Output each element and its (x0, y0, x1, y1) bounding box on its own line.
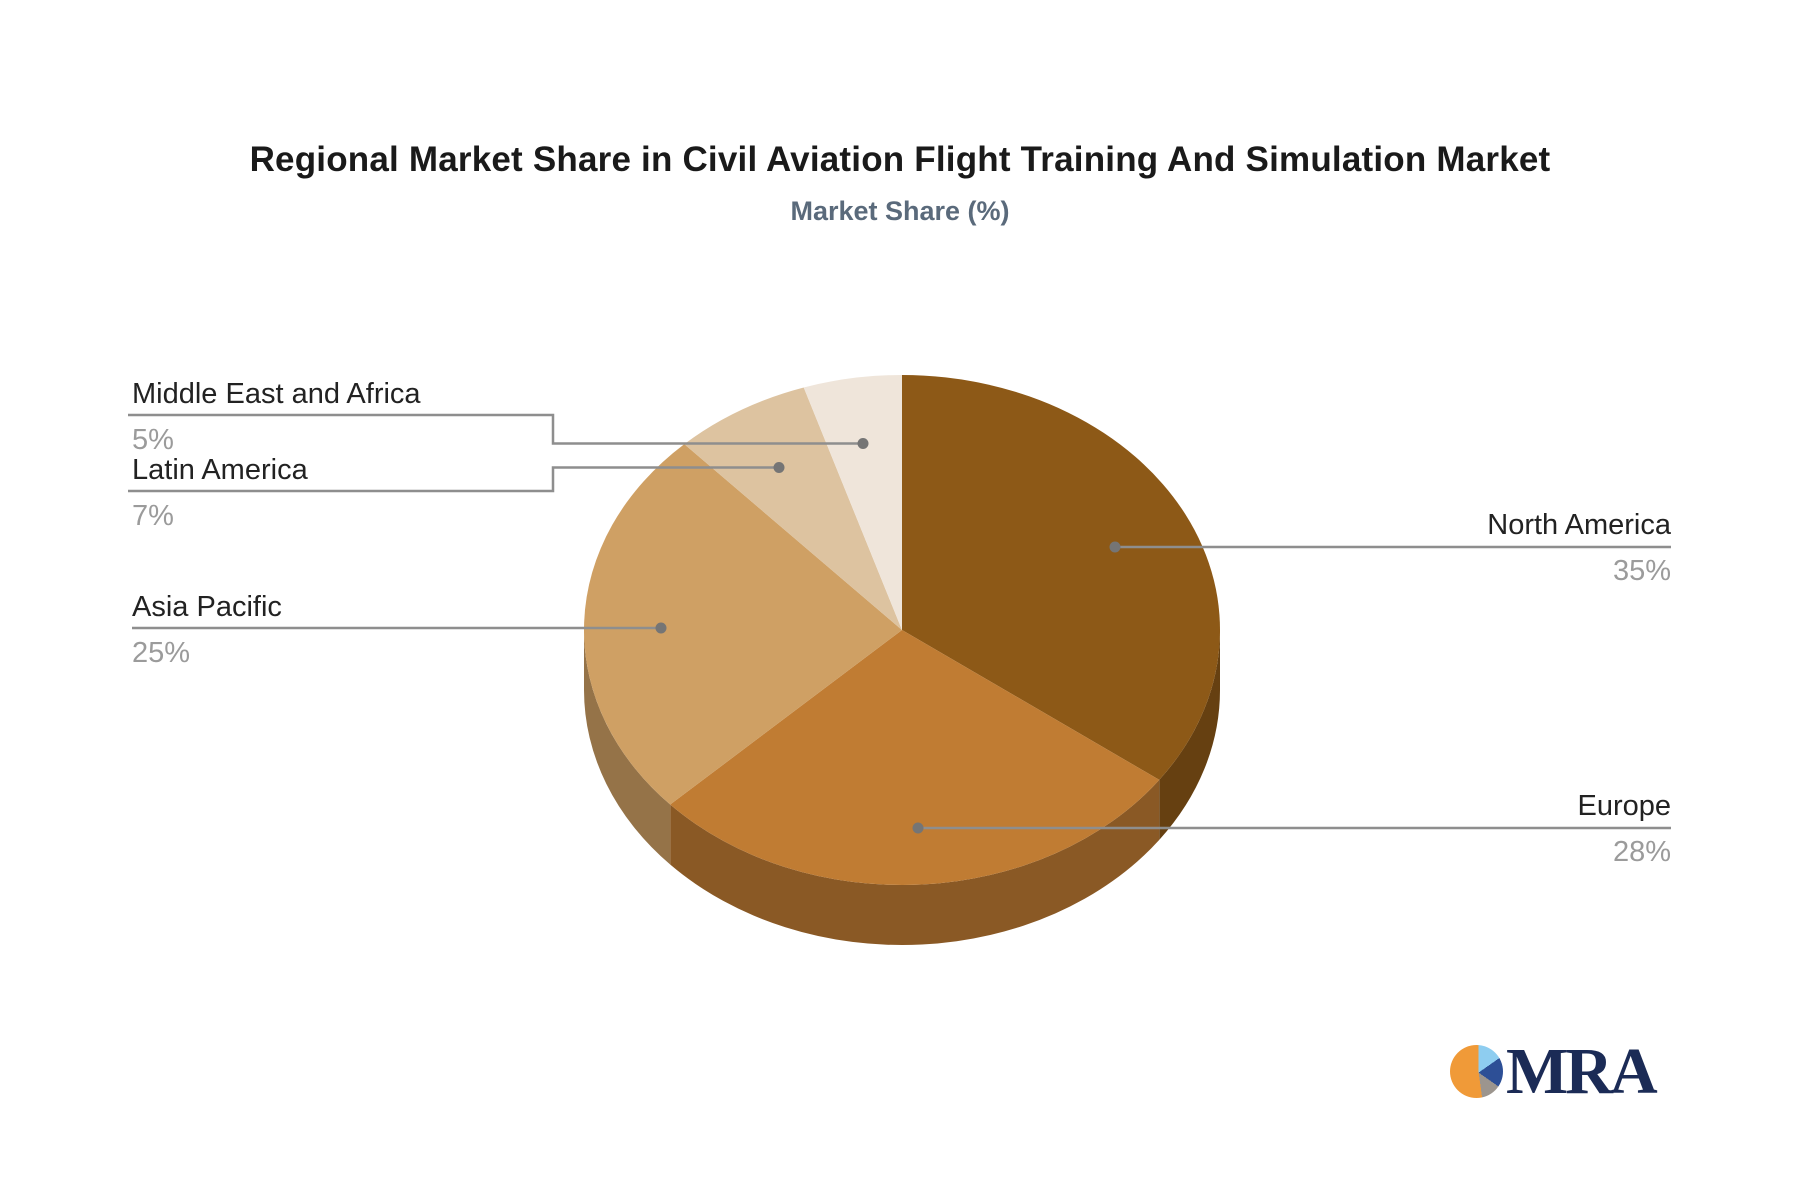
callout-dot-latin-america (773, 462, 785, 473)
pie-slice-asia-pacific[interactable] (583, 444, 902, 805)
slice-label-middle-east-and-africa: Middle East and Africa (132, 378, 421, 410)
mra-logo-text: MRA (1506, 1035, 1658, 1108)
pie-slice-middle-east-and-africa[interactable] (803, 375, 902, 630)
pie-slice-latin-america[interactable] (684, 387, 902, 630)
pie-slice-europe[interactable] (670, 630, 1160, 886)
pie-slice-side-europe (670, 779, 1160, 946)
callout-line-latin-america (128, 466, 779, 493)
slice-percent-europe: 28% (1612, 836, 1671, 868)
callout-dot-asia-pacific (655, 622, 667, 634)
pie-slice-north-america[interactable] (902, 375, 1221, 780)
slice-label-europe: Europe (1577, 790, 1671, 822)
slice-percent-asia-pacific: 25% (132, 637, 191, 669)
slice-label-north-america: North America (1487, 509, 1671, 541)
mra-pie-logo-icon (1450, 1045, 1503, 1098)
slice-label-latin-america: Latin America (132, 454, 308, 486)
callout-lines (128, 413, 1671, 830)
mra-logo[interactable]: MRA (1450, 1035, 1680, 1108)
slice-label-asia-pacific: Asia Pacific (132, 591, 282, 623)
slice-percent-latin-america: 7% (132, 500, 174, 532)
callout-dot-middle-east-and-africa (857, 438, 869, 449)
chart-title: Regional Market Share in Civil Aviation … (249, 140, 1551, 179)
pie-slice-side-north-america (1159, 630, 1220, 840)
callout-dots (655, 438, 1121, 834)
callout-line-middle-east-and-africa (128, 413, 863, 445)
slice-percent-middle-east-and-africa: 5% (132, 424, 174, 456)
pie-slice-side-asia-pacific (584, 630, 671, 865)
slice-percent-north-america: 35% (1612, 555, 1671, 587)
chart-subtitle: Market Share (%) (790, 196, 1010, 226)
pie-3d (583, 375, 1221, 946)
callout-dot-north-america (1109, 541, 1121, 553)
callout-dot-europe (912, 822, 924, 834)
